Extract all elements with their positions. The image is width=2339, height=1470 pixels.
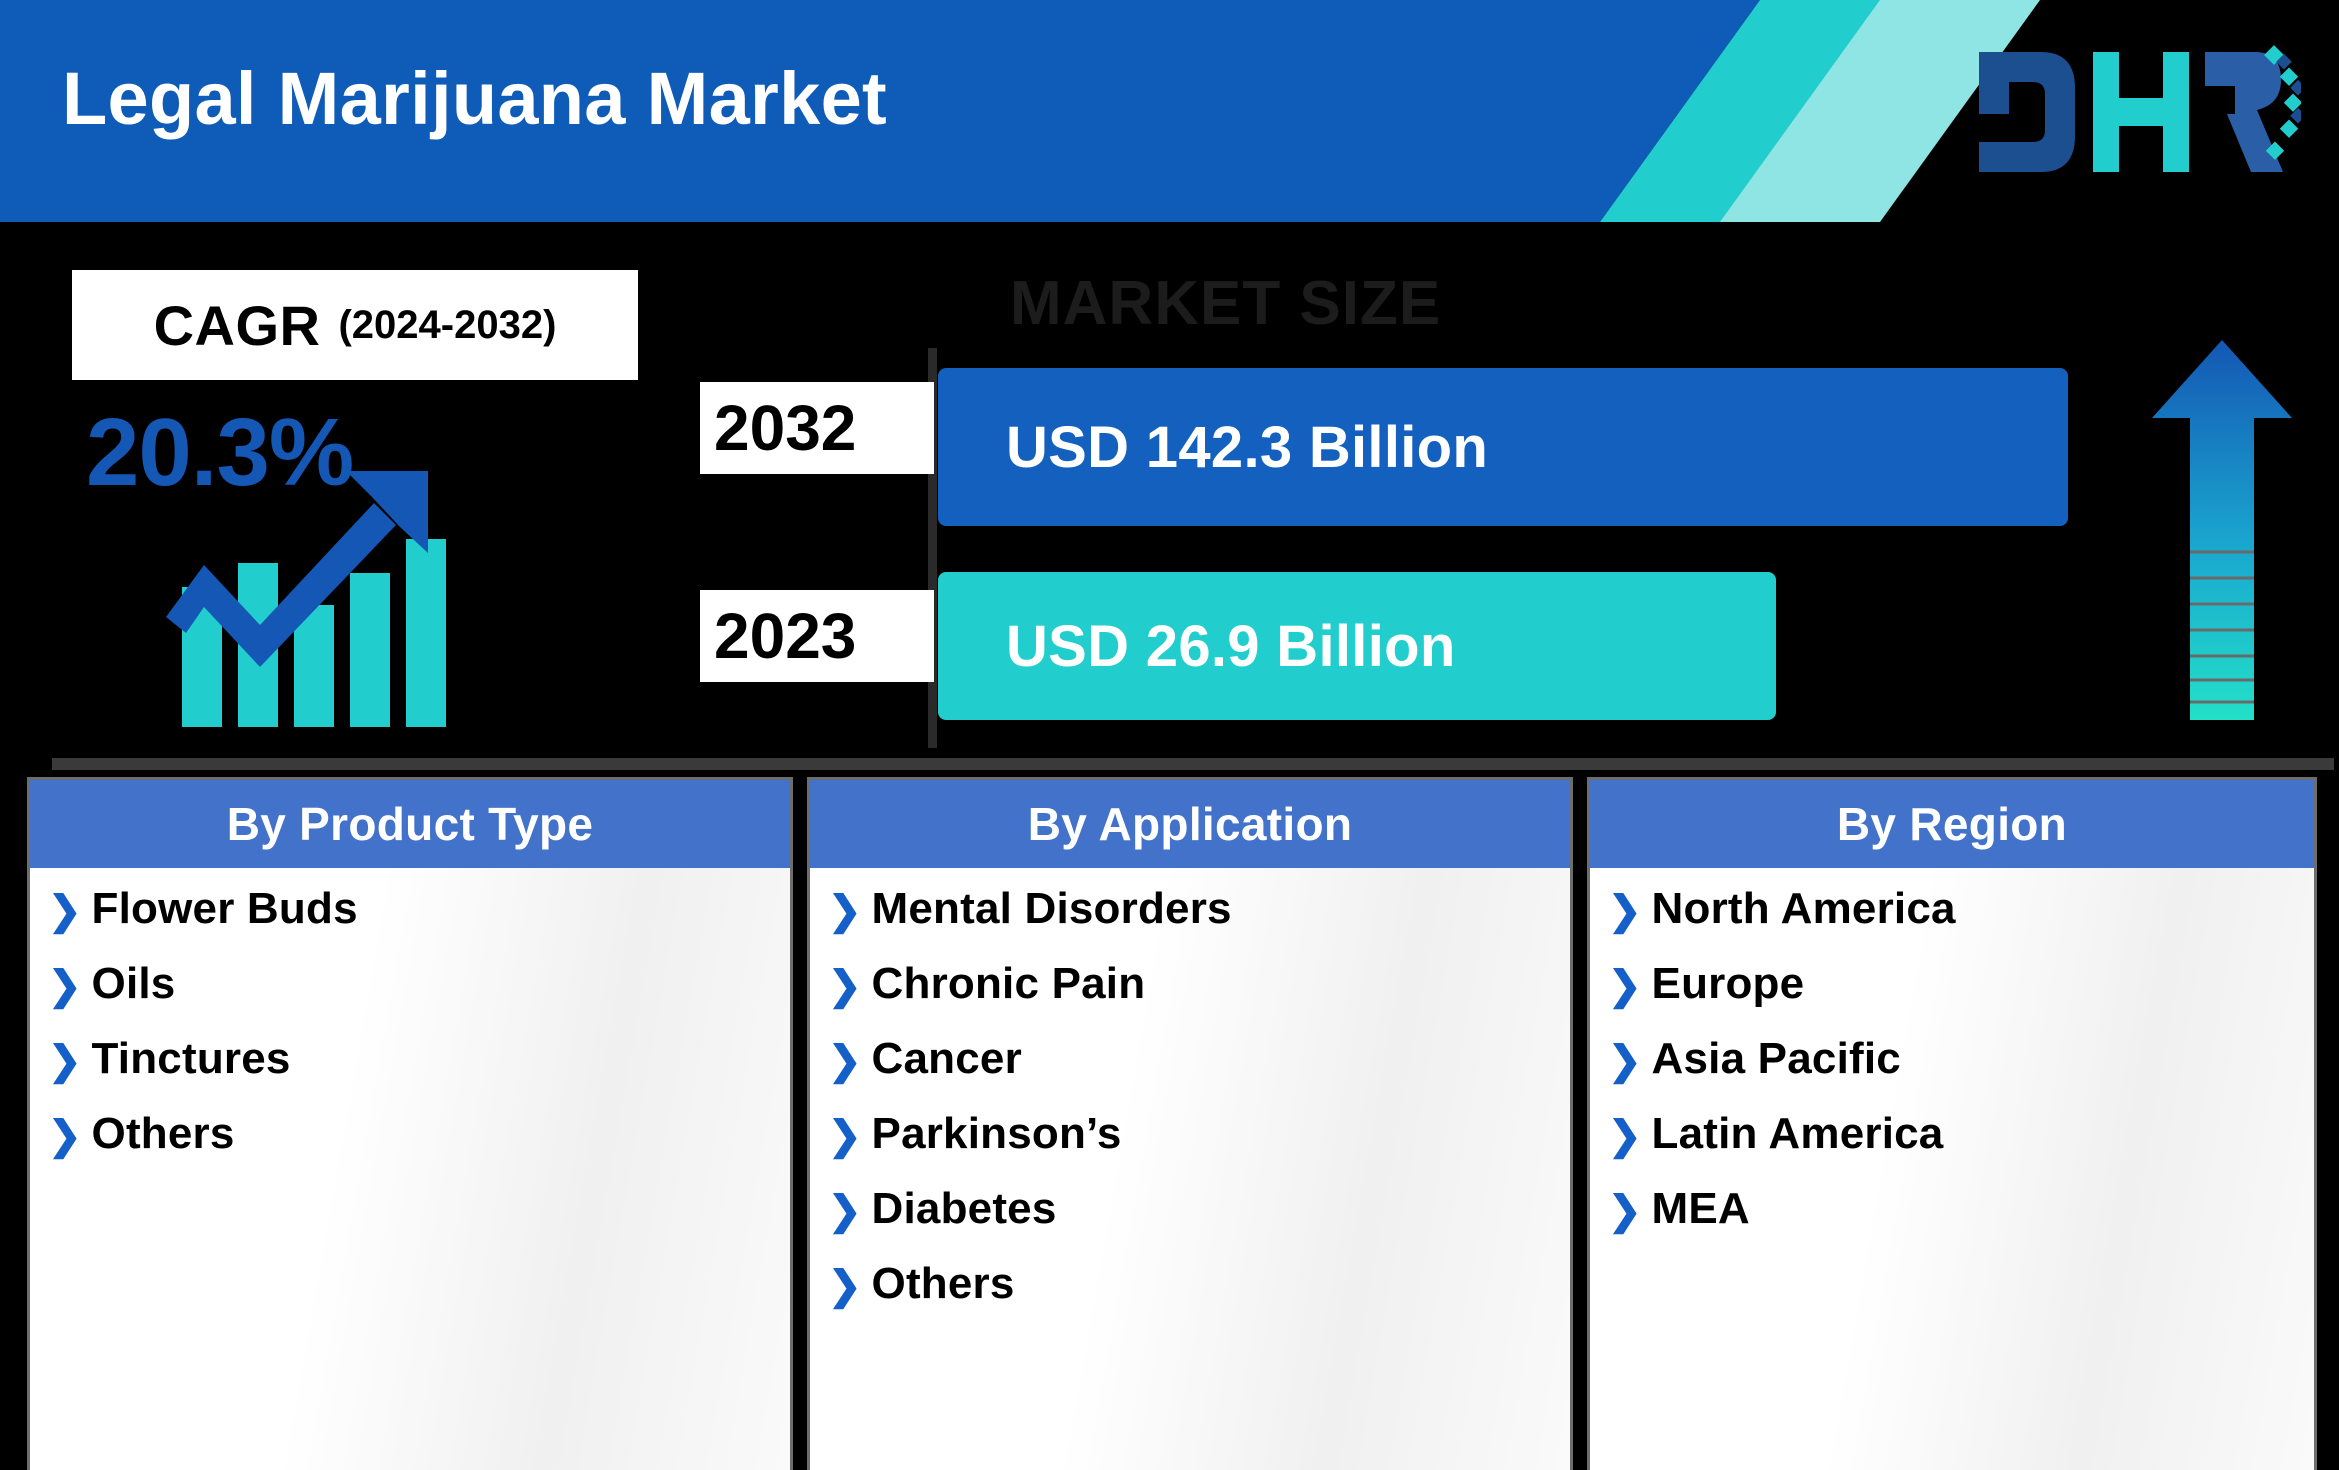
page-title: Legal Marijuana Market — [62, 57, 887, 140]
list-item[interactable]: ❯ Diabetes — [828, 1184, 1570, 1261]
list-item-label: Parkinson’s — [871, 1109, 1122, 1158]
list-item-label: Diabetes — [871, 1184, 1057, 1233]
segment-panel-region: By Region ❯ North America ❯ Europe ❯ Asi… — [1590, 780, 2314, 1470]
list-item-label: Cancer — [871, 1034, 1022, 1083]
segment-panel-product-type: By Product Type ❯ Flower Buds ❯ Oils ❯ T… — [30, 780, 790, 1470]
list-item[interactable]: ❯ Others — [828, 1259, 1570, 1336]
list-item[interactable]: ❯ Parkinson’s — [828, 1109, 1570, 1186]
cagr-label: CAGR — [153, 293, 321, 357]
bar-2023: USD 26.9 Billion — [938, 572, 1776, 720]
chevron-right-icon: ❯ — [1608, 1189, 1642, 1233]
chevron-right-icon: ❯ — [48, 889, 82, 933]
list-item[interactable]: ❯ Tinctures — [48, 1034, 790, 1111]
chevron-right-icon: ❯ — [828, 1114, 862, 1158]
list-item[interactable]: ❯ Oils — [48, 959, 790, 1036]
segment-list: ❯ North America ❯ Europe ❯ Asia Pacific … — [1590, 868, 2314, 1261]
list-item[interactable]: ❯ North America — [1608, 884, 2314, 961]
cagr-period: (2024-2032) — [338, 302, 557, 347]
header-blue-shape — [0, 0, 1760, 222]
segment-list: ❯ Mental Disorders ❯ Chronic Pain ❯ Canc… — [810, 868, 1570, 1336]
cagr-box: CAGR (2024-2032) — [72, 270, 638, 380]
list-item[interactable]: ❯ Asia Pacific — [1608, 1034, 2314, 1111]
chevron-right-icon: ❯ — [828, 1264, 862, 1308]
list-item[interactable]: ❯ Europe — [1608, 959, 2314, 1036]
chevron-right-icon: ❯ — [1608, 964, 1642, 1008]
list-item-label: MEA — [1651, 1184, 1750, 1233]
segment-header: By Application — [810, 780, 1570, 868]
list-item-label: Europe — [1651, 959, 1805, 1008]
segment-header: By Product Type — [30, 780, 790, 868]
chevron-right-icon: ❯ — [1608, 1039, 1642, 1083]
list-item-label: North America — [1651, 884, 1956, 933]
bar-2032: USD 142.3 Billion — [938, 368, 2068, 526]
dhr-logo — [1971, 36, 2301, 186]
up-arrow-icon — [2152, 340, 2292, 720]
chevron-right-icon: ❯ — [828, 1189, 862, 1233]
list-item[interactable]: ❯ Flower Buds — [48, 884, 790, 961]
year-text: 2023 — [714, 600, 857, 672]
list-item-label: Others — [91, 1109, 235, 1158]
market-size-title: MARKET SIZE — [1010, 269, 1442, 338]
list-item[interactable]: ❯ Mental Disorders — [828, 884, 1570, 961]
list-item[interactable]: ❯ Others — [48, 1109, 790, 1186]
list-item-label: Others — [871, 1259, 1015, 1308]
list-item[interactable]: ❯ Cancer — [828, 1034, 1570, 1111]
year-text: 2032 — [714, 392, 857, 464]
list-item-label: Oils — [91, 959, 176, 1008]
chevron-right-icon: ❯ — [1608, 889, 1642, 933]
segment-title: By Application — [1027, 798, 1353, 850]
list-item[interactable]: ❯ Latin America — [1608, 1109, 2314, 1186]
chart-axis-line — [928, 348, 937, 748]
segments-container: By Product Type ❯ Flower Buds ❯ Oils ❯ T… — [0, 780, 2339, 1470]
growth-bar-chart-arrow-icon — [160, 465, 490, 730]
list-item-label: Mental Disorders — [871, 884, 1232, 933]
chevron-right-icon: ❯ — [48, 964, 82, 1008]
year-label-2023: 2023 — [700, 590, 934, 682]
list-item[interactable]: ❯ MEA — [1608, 1184, 2314, 1261]
chevron-right-icon: ❯ — [1608, 1114, 1642, 1158]
chevron-right-icon: ❯ — [828, 1039, 862, 1083]
chevron-right-icon: ❯ — [828, 889, 862, 933]
bar-value-2023: USD 26.9 Billion — [1006, 613, 1456, 679]
chevron-right-icon: ❯ — [828, 964, 862, 1008]
chevron-right-icon: ❯ — [48, 1039, 82, 1083]
list-item-label: Flower Buds — [91, 884, 358, 933]
section-divider — [52, 758, 2334, 770]
list-item[interactable]: ❯ Chronic Pain — [828, 959, 1570, 1036]
segment-header: By Region — [1590, 780, 2314, 868]
segment-list: ❯ Flower Buds ❯ Oils ❯ Tinctures ❯ Other… — [30, 868, 790, 1186]
header-banner: Legal Marijuana Market — [0, 0, 2339, 222]
segment-title: By Product Type — [226, 798, 594, 850]
segment-title: By Region — [1836, 798, 2068, 850]
list-item-label: Latin America — [1651, 1109, 1944, 1158]
list-item-label: Chronic Pain — [871, 959, 1146, 1008]
bar-value-2032: USD 142.3 Billion — [1006, 414, 1489, 480]
cagr-value: 20.3% — [86, 399, 354, 506]
list-item-label: Tinctures — [91, 1034, 291, 1083]
year-label-2032: 2032 — [700, 382, 934, 474]
segment-panel-application: By Application ❯ Mental Disorders ❯ Chro… — [810, 780, 1570, 1470]
list-item-label: Asia Pacific — [1651, 1034, 1901, 1083]
chevron-right-icon: ❯ — [48, 1114, 82, 1158]
